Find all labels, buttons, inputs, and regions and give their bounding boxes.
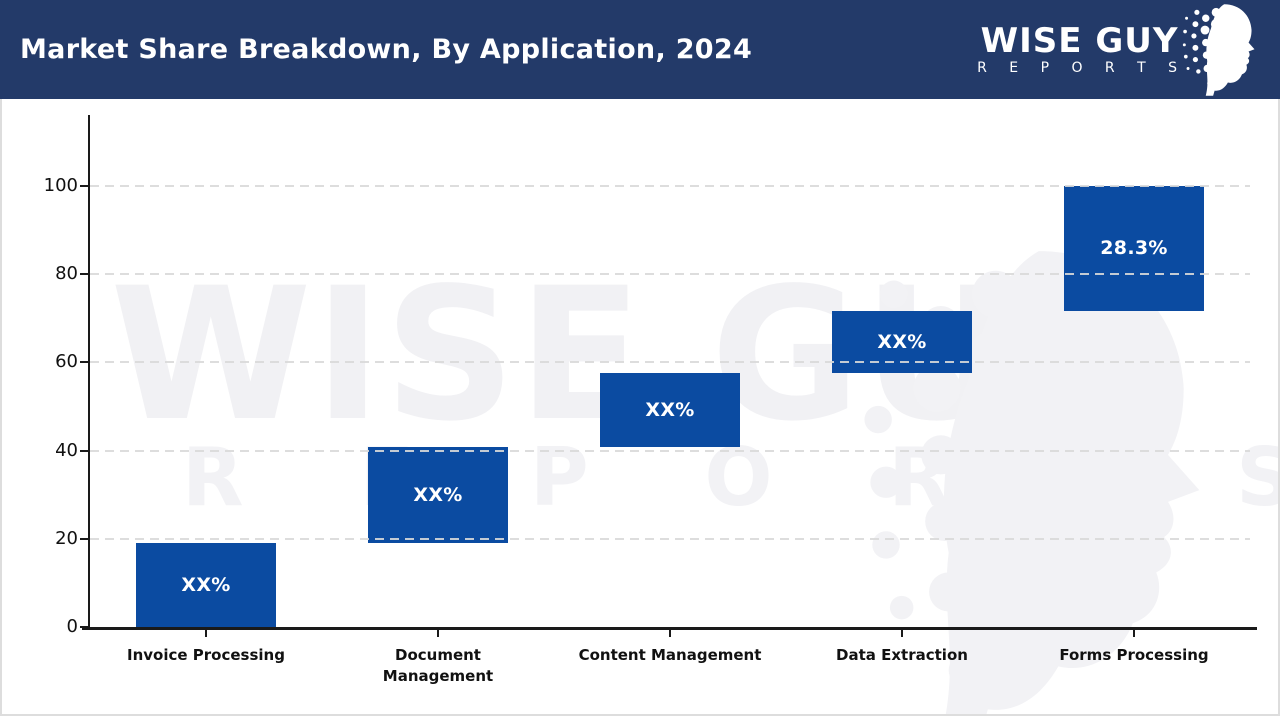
x-tick-mark <box>437 630 439 637</box>
y-tick-mark <box>80 361 88 364</box>
x-tick-mark <box>901 630 903 637</box>
y-tick-mark <box>80 537 88 540</box>
header-bar: Market Share Breakdown, By Application, … <box>0 0 1280 99</box>
gridline-100 <box>90 185 1250 187</box>
plot-area: 0 20 40 60 80 100 XX% Invoice Processing XX% Docu… <box>44 115 1257 685</box>
x-tick-mark <box>205 630 207 637</box>
brand-name: WISE GUY <box>980 21 1179 61</box>
brand-logo: WISE GUY R E P O R T S <box>973 0 1272 99</box>
gridline-40 <box>90 449 1250 452</box>
bar-forms-processing: 28.3% <box>1064 186 1204 311</box>
x-tick-mark <box>1133 630 1135 637</box>
x-category-label: Forms Processing <box>1059 646 1209 664</box>
y-tick-label: 60 <box>55 351 78 373</box>
gridline-60 <box>90 361 1250 364</box>
chart-title: Market Share Breakdown, By Application, … <box>20 34 753 65</box>
x-category-label: Content Management <box>578 646 762 664</box>
gridline-20 <box>90 537 1250 540</box>
chart-canvas: WISE GUY R E P O R T S 0 20 40 60 80 100 XX% In… <box>0 99 1280 716</box>
y-tick-label: 80 <box>55 263 78 285</box>
gridline-80 <box>90 273 1250 276</box>
y-tick-mark <box>80 273 88 276</box>
x-category-label: Invoice Processing <box>127 646 285 664</box>
y-tick-mark <box>80 626 88 628</box>
bar-data-extraction: XX% <box>832 310 972 373</box>
bar-invoice-processing: XX% <box>136 542 276 627</box>
brand-subtitle: R E P O R T S <box>977 60 1186 76</box>
bar-value-label: XX% <box>181 573 231 596</box>
bar-value-label: 28.3% <box>1100 237 1168 260</box>
y-tick-label: 40 <box>55 439 78 461</box>
y-tick-label: 20 <box>55 527 78 549</box>
bar-value-label: XX% <box>877 330 927 353</box>
x-tick-mark <box>669 630 671 637</box>
y-tick-label: 100 <box>43 175 78 196</box>
x-axis-line <box>82 627 1257 630</box>
bar-content-management: XX% <box>600 372 740 448</box>
x-category-label: Data Extraction <box>836 646 968 664</box>
brand-text: WISE GUY R E P O R T S <box>973 24 1186 75</box>
bar-value-label: XX% <box>645 399 695 421</box>
x-category-label: Document Management <box>382 646 494 685</box>
y-tick-label: 0 <box>66 616 78 637</box>
watermark-face-icon <box>864 251 1200 714</box>
bar-value-label: XX% <box>413 483 463 506</box>
y-tick-mark <box>80 185 88 187</box>
bar-document-management: XX% <box>368 447 508 543</box>
dotted-face-profile-icon <box>1182 3 1255 96</box>
y-tick-mark <box>80 449 88 452</box>
y-axis-line <box>88 115 90 629</box>
